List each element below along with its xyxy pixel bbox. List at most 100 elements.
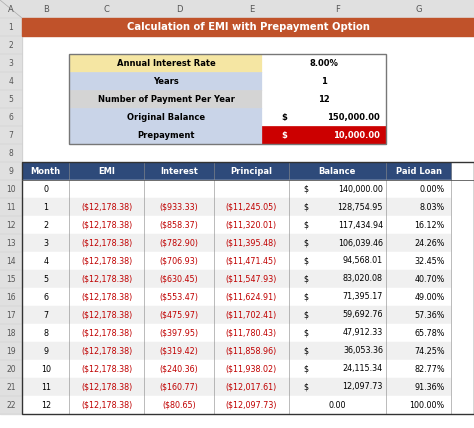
Text: ($553.47): ($553.47) — [160, 292, 199, 301]
Text: ($12,178.38): ($12,178.38) — [81, 274, 132, 283]
Bar — [214, 288, 289, 306]
Text: 65.78%: 65.78% — [414, 329, 445, 338]
Bar — [70, 54, 263, 72]
Bar — [214, 306, 289, 324]
Bar — [22, 378, 70, 396]
Bar — [70, 54, 386, 144]
Bar — [263, 54, 386, 72]
Text: F: F — [335, 5, 340, 14]
Bar — [70, 90, 263, 108]
Bar — [214, 378, 289, 396]
Bar — [386, 360, 451, 378]
Text: 1: 1 — [321, 77, 327, 86]
Bar — [144, 306, 214, 324]
Text: 21: 21 — [6, 383, 16, 392]
Bar — [214, 252, 289, 270]
Text: ($11,471.45): ($11,471.45) — [226, 256, 277, 265]
Bar — [263, 126, 386, 144]
Bar — [22, 360, 70, 378]
Bar — [386, 252, 451, 270]
Text: ($11,395.48): ($11,395.48) — [226, 238, 277, 247]
Bar — [386, 342, 451, 360]
Text: ($12,178.38): ($12,178.38) — [81, 292, 132, 301]
Text: 14: 14 — [6, 256, 16, 265]
Bar — [214, 234, 289, 252]
Text: 9: 9 — [43, 347, 48, 356]
Text: ($11,780.43): ($11,780.43) — [226, 329, 277, 338]
Text: ($160.77): ($160.77) — [160, 383, 199, 392]
Text: ($11,858.96): ($11,858.96) — [226, 347, 277, 356]
Text: 150,000.00: 150,000.00 — [327, 113, 380, 122]
Text: Number of Payment Per Year: Number of Payment Per Year — [98, 95, 235, 104]
Text: ($12,097.73): ($12,097.73) — [226, 401, 277, 410]
Text: 106,039.46: 106,039.46 — [338, 238, 383, 247]
Bar — [386, 198, 451, 216]
Text: ($12,178.38): ($12,178.38) — [81, 202, 132, 211]
Bar — [22, 342, 70, 360]
Bar — [70, 324, 144, 342]
Text: 36,053.36: 36,053.36 — [343, 347, 383, 356]
Text: ($11,938.02): ($11,938.02) — [226, 365, 277, 374]
Bar — [70, 360, 144, 378]
Bar — [386, 216, 451, 234]
Text: ($11,547.93): ($11,547.93) — [226, 274, 277, 283]
Text: $: $ — [304, 329, 309, 338]
Bar — [289, 360, 386, 378]
Text: 91.36%: 91.36% — [414, 383, 445, 392]
Text: 18: 18 — [6, 329, 16, 338]
Text: 8.03%: 8.03% — [419, 202, 445, 211]
Bar — [22, 270, 70, 288]
Bar — [144, 252, 214, 270]
Text: 8: 8 — [43, 329, 48, 338]
Text: $: $ — [304, 347, 309, 356]
Bar — [386, 306, 451, 324]
Bar — [386, 270, 451, 288]
Bar — [70, 396, 144, 414]
Bar — [386, 396, 451, 414]
Bar — [289, 234, 386, 252]
Text: Paid Loan: Paid Loan — [396, 166, 442, 175]
Text: ($11,320.01): ($11,320.01) — [226, 220, 277, 229]
Bar — [70, 126, 263, 144]
Bar — [289, 252, 386, 270]
Text: 17: 17 — [6, 310, 16, 319]
Bar — [70, 306, 144, 324]
Text: Interest: Interest — [160, 166, 198, 175]
Bar — [289, 396, 386, 414]
Text: 4: 4 — [43, 256, 48, 265]
Bar — [289, 180, 386, 198]
Bar — [214, 324, 289, 342]
Text: $: $ — [282, 113, 288, 122]
Bar — [70, 252, 144, 270]
Text: 74.25%: 74.25% — [414, 347, 445, 356]
Text: Calculation of EMI with Prepayment Option: Calculation of EMI with Prepayment Optio… — [127, 22, 369, 32]
Bar — [144, 396, 214, 414]
Text: ($12,178.38): ($12,178.38) — [81, 238, 132, 247]
Bar — [70, 378, 144, 396]
Text: 20: 20 — [6, 365, 16, 374]
Bar — [386, 180, 451, 198]
Bar — [386, 234, 451, 252]
Bar — [144, 270, 214, 288]
Bar — [22, 180, 70, 198]
Bar — [263, 108, 386, 126]
Text: 128,754.95: 128,754.95 — [337, 202, 383, 211]
Text: ($12,178.38): ($12,178.38) — [81, 310, 132, 319]
Bar — [144, 216, 214, 234]
Bar — [214, 270, 289, 288]
Text: 6: 6 — [43, 292, 48, 301]
Bar — [289, 306, 386, 324]
Bar — [289, 324, 386, 342]
Bar — [70, 162, 144, 180]
Text: 8: 8 — [9, 149, 13, 158]
Text: 1: 1 — [9, 23, 13, 32]
Bar — [289, 342, 386, 360]
Text: 3: 3 — [9, 59, 13, 68]
Text: $: $ — [282, 131, 288, 140]
Text: Balance: Balance — [319, 166, 356, 175]
Text: D: D — [176, 5, 182, 14]
Text: $: $ — [304, 220, 309, 229]
Bar — [289, 162, 386, 180]
Bar — [144, 162, 214, 180]
Text: ($12,178.38): ($12,178.38) — [81, 220, 132, 229]
